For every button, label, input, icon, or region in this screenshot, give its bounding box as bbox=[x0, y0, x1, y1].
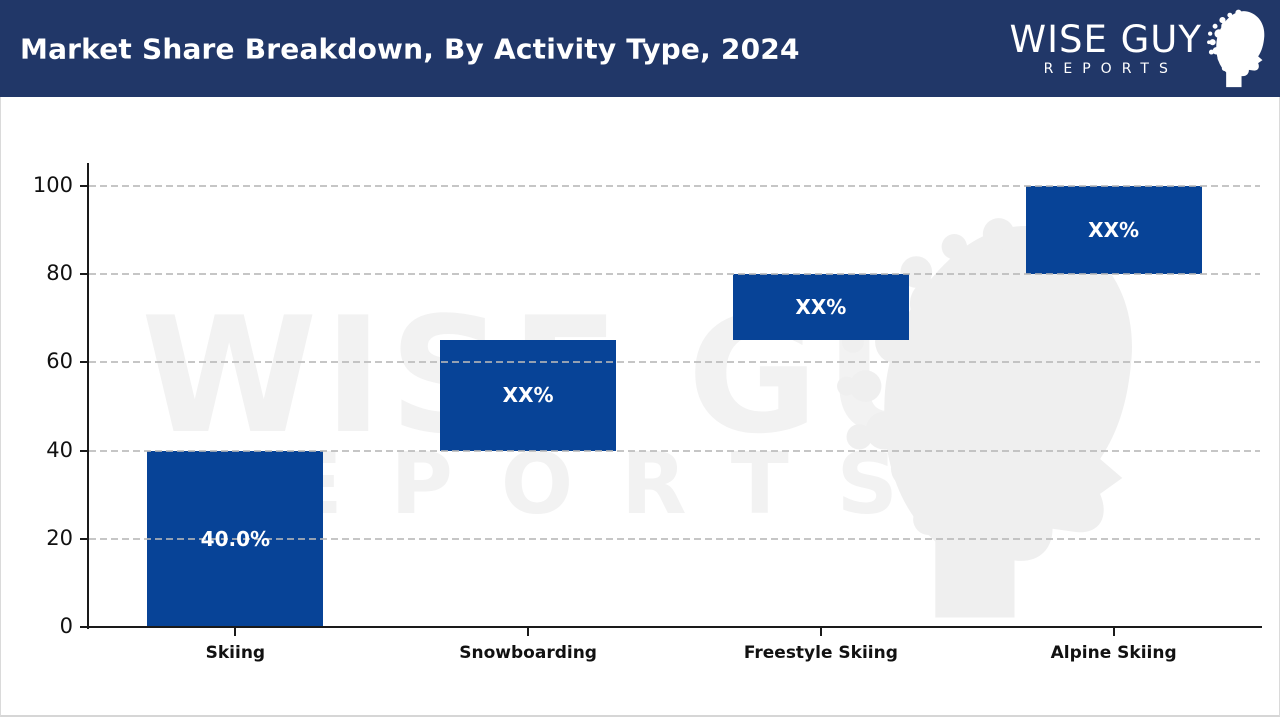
chart-title: Market Share Breakdown, By Activity Type… bbox=[20, 32, 800, 65]
y-tick bbox=[80, 361, 88, 364]
bar-snowboarding bbox=[440, 340, 617, 451]
x-tick bbox=[527, 628, 530, 636]
x-category-label-skiing: Skiing bbox=[205, 643, 266, 663]
bar-value-label-skiing: 40.0% bbox=[200, 526, 271, 551]
y-axis-line bbox=[87, 163, 89, 629]
bar-value-label-freestyle-skiing: XX% bbox=[795, 295, 847, 320]
gridline-80 bbox=[89, 273, 1260, 276]
gridline-20 bbox=[89, 537, 1260, 540]
y-tick bbox=[80, 273, 88, 276]
y-tick-label: 20 bbox=[46, 525, 73, 550]
y-tick bbox=[80, 449, 88, 452]
x-tick bbox=[819, 628, 822, 636]
y-tick-label: 0 bbox=[59, 614, 73, 638]
logo-head-icon bbox=[1207, 9, 1265, 88]
chart-area: WISE GUY REPORTS 0 20 4 bbox=[0, 97, 1280, 717]
x-tick bbox=[1112, 628, 1115, 636]
y-tick-label: 80 bbox=[46, 261, 73, 286]
bar-value-label-alpine-skiing: XX% bbox=[1088, 218, 1140, 243]
gridline-40 bbox=[89, 449, 1260, 452]
x-tick bbox=[234, 628, 237, 636]
bar-freestyle-skiing bbox=[732, 274, 909, 341]
logo-wordmark: WISE GUY bbox=[1009, 17, 1202, 61]
x-category-label-freestyle-skiing: Freestyle Skiing bbox=[743, 643, 898, 663]
logo-subtext: REPORTS bbox=[1043, 61, 1178, 78]
bar-value-label-snowboarding: XX% bbox=[502, 383, 554, 408]
x-category-label-alpine-skiing: Alpine Skiing bbox=[1050, 643, 1177, 663]
wise-guy-logo: WISE GUY REPORTS bbox=[1010, 5, 1268, 93]
bar-alpine-skiing bbox=[1025, 186, 1202, 275]
y-tick-label: 60 bbox=[46, 349, 73, 374]
y-tick bbox=[80, 185, 88, 187]
logo-text: WISE GUY REPORTS bbox=[1009, 17, 1202, 78]
gridline-100 bbox=[89, 185, 1260, 187]
header-bar: Market Share Breakdown, By Activity Type… bbox=[0, 0, 1280, 97]
y-tick-label: 100 bbox=[32, 173, 73, 197]
y-tick bbox=[80, 537, 88, 540]
x-category-label-snowboarding: Snowboarding bbox=[459, 643, 597, 663]
y-tick-label: 40 bbox=[46, 437, 73, 462]
gridline-60 bbox=[89, 361, 1260, 364]
x-axis-line bbox=[87, 626, 1262, 628]
y-tick bbox=[80, 626, 88, 628]
plot: 0 20 40 60 80 100 40.0% Skiing XX% Snowboarding XX… bbox=[1, 97, 1279, 715]
